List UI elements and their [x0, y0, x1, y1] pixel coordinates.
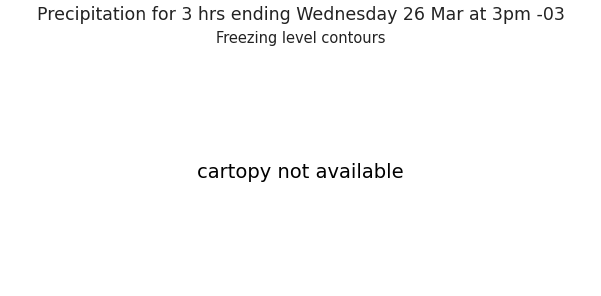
Text: Precipitation for 3 hrs ending Wednesday 26 Mar at 3pm -03: Precipitation for 3 hrs ending Wednesday… [37, 6, 564, 24]
Text: Freezing level contours: Freezing level contours [216, 30, 385, 46]
Text: cartopy not available: cartopy not available [197, 163, 404, 182]
